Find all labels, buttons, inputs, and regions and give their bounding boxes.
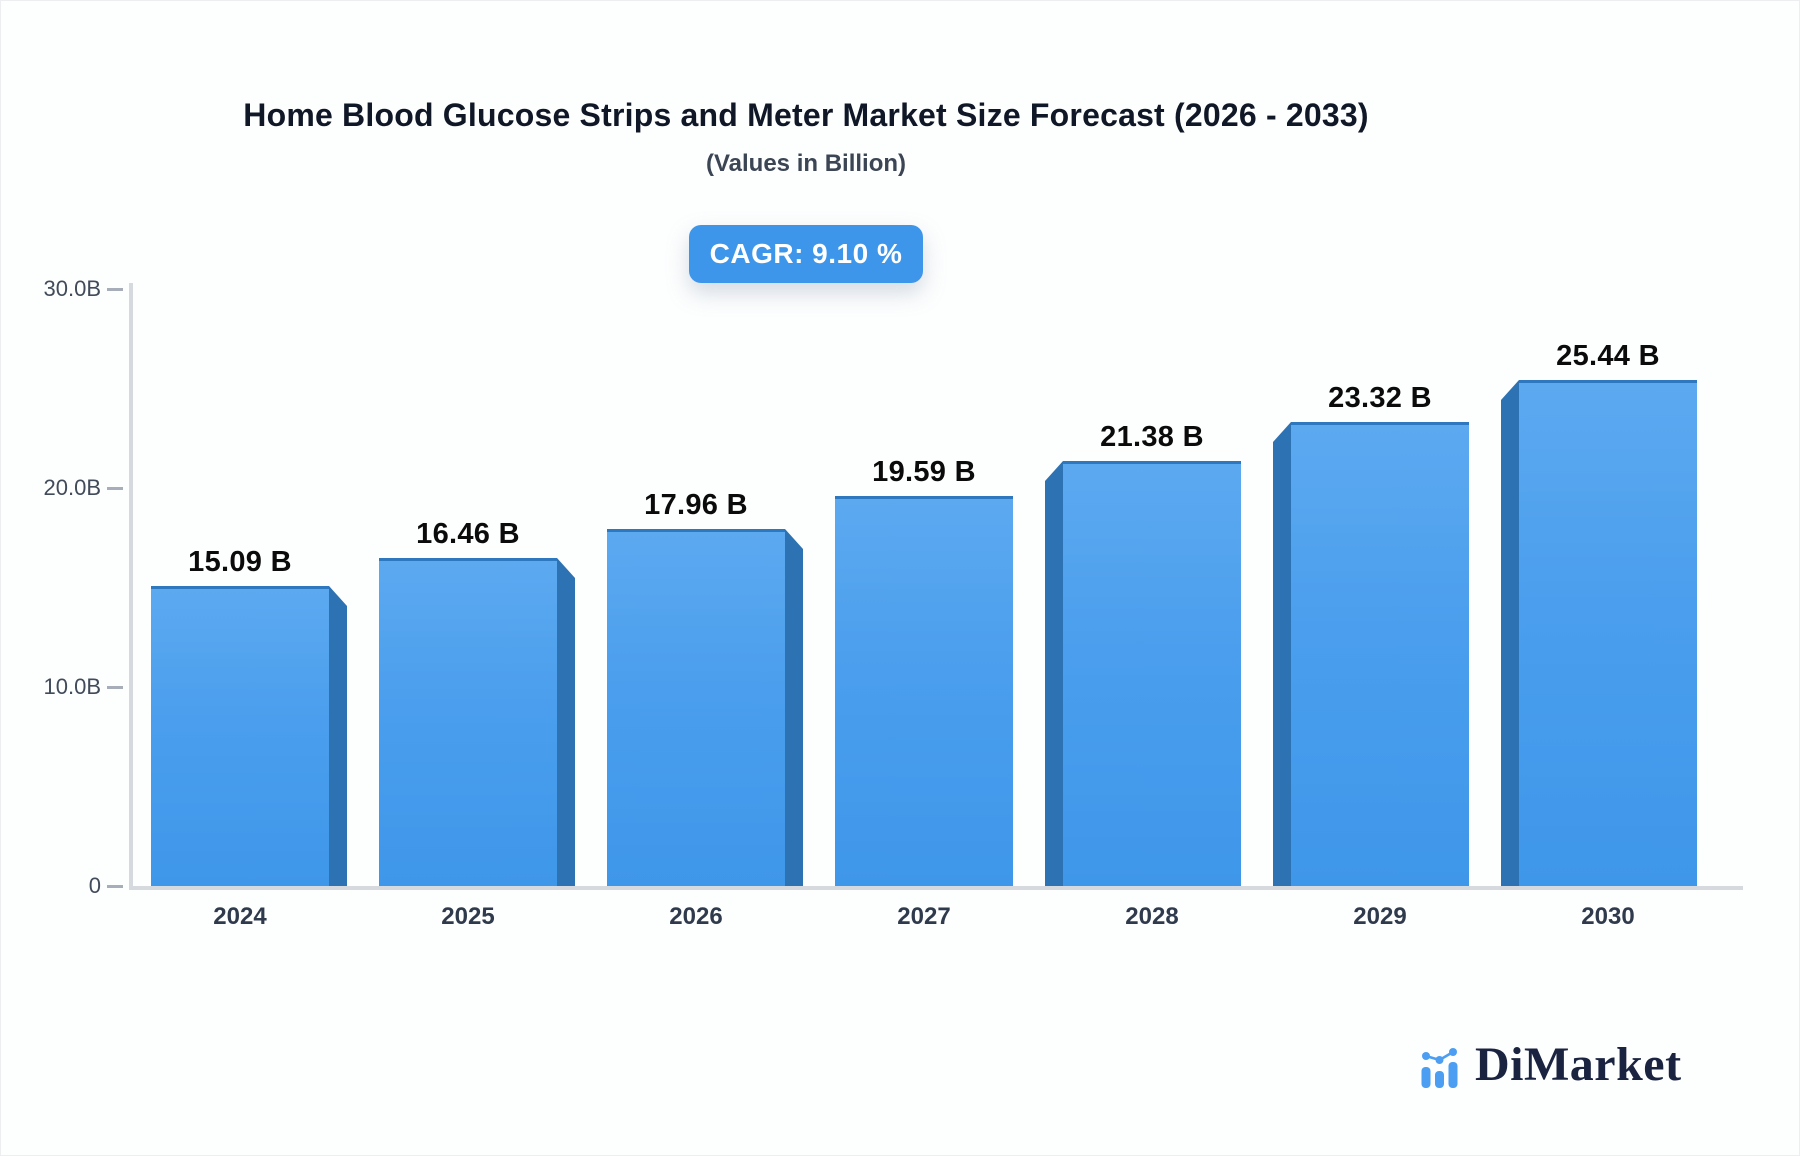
bar-2025-side: [557, 558, 575, 886]
bar-2030-value: 25.44 B: [1556, 340, 1660, 372]
bar-2026-face: [607, 529, 785, 886]
bar-2028-side: [1045, 461, 1063, 886]
x-label-2024: 2024: [213, 903, 267, 930]
bar-2028-face: [1063, 461, 1241, 886]
y-tick-label-30: 30.0B: [43, 276, 102, 301]
dimarket-logo-text: DiMarket: [1475, 1038, 1682, 1091]
y-tick-0: [107, 885, 123, 888]
bar-2030-side: [1501, 380, 1519, 886]
dimarket-logo: DiMarket: [1419, 1039, 1682, 1091]
bar-2028-value: 21.38 B: [1100, 421, 1204, 453]
bar-2026-value: 17.96 B: [644, 489, 748, 521]
bar-2024-value: 15.09 B: [188, 546, 292, 578]
bar-2026-side: [785, 529, 803, 886]
x-label-2029: 2029: [1353, 903, 1407, 930]
bar-2024-side: [329, 586, 347, 886]
chart-header: Home Blood Glucose Strips and Meter Mark…: [1, 97, 1611, 178]
x-label-2028: 2028: [1125, 903, 1179, 930]
bar-2027-value: 19.59 B: [872, 456, 976, 488]
x-label-2027: 2027: [897, 903, 951, 930]
y-tick-label-10: 10.0B: [43, 674, 102, 699]
cagr-badge-label: CAGR: 9.10 %: [709, 238, 903, 269]
bar-2024-face: [151, 586, 329, 886]
x-label-2025: 2025: [441, 903, 495, 930]
cagr-badge: CAGR: 9.10 %: [689, 225, 923, 283]
chart-subtitle: (Values in Billion): [705, 150, 907, 177]
bar-2029-value: 23.32 B: [1328, 382, 1432, 414]
x-axis-line: [129, 886, 1743, 890]
y-tick-label-0: 0: [88, 873, 101, 898]
mini-bar-chart-icon: [1421, 1048, 1458, 1088]
bar-2029-face: [1291, 422, 1469, 886]
bar-2030-face: [1519, 380, 1697, 886]
y-tick-20: [107, 487, 123, 490]
bar-2027-face: [835, 496, 1013, 886]
chart-title: Home Blood Glucose Strips and Meter Mark…: [243, 97, 1369, 133]
y-tick-30: [107, 288, 123, 291]
x-label-2030: 2030: [1581, 903, 1635, 930]
x-label-2026: 2026: [669, 903, 723, 930]
y-axis-line: [129, 283, 133, 890]
y-tick-10: [107, 686, 123, 689]
bar-2025-value: 16.46 B: [416, 518, 520, 550]
bar-2025-face: [379, 558, 557, 886]
y-tick-label-20: 20.0B: [43, 475, 102, 500]
bar-2029-side: [1273, 422, 1291, 886]
